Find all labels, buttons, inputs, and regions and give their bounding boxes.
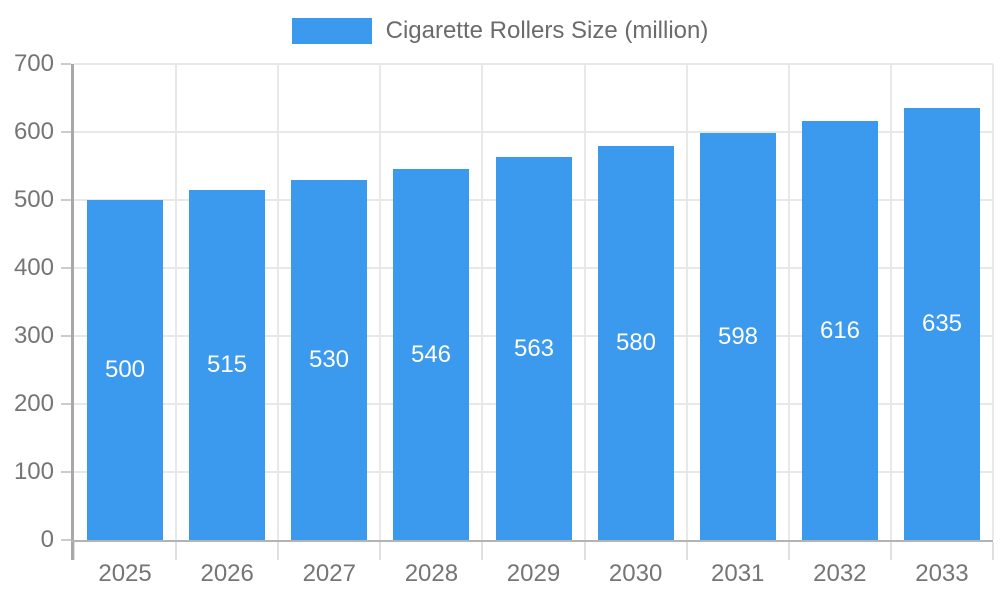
bar-2025[interactable]	[87, 200, 163, 540]
y-tick-label: 100	[13, 458, 54, 485]
bar-2031[interactable]	[700, 133, 776, 540]
x-axis-tick	[890, 542, 892, 560]
y-tick-label: 0	[40, 526, 54, 553]
y-axis-tick	[61, 403, 71, 405]
y-axis-tick	[61, 63, 71, 65]
bar-2029[interactable]	[496, 157, 572, 540]
x-axis-tick	[584, 542, 586, 560]
y-tick-label: 300	[13, 322, 54, 349]
v-gridline	[890, 64, 892, 540]
x-axis-tick	[73, 542, 75, 560]
y-tick-label: 500	[13, 186, 54, 213]
x-tick-label-2033: 2033	[915, 560, 969, 587]
v-gridline	[584, 64, 586, 540]
x-tick-label-2029: 2029	[506, 560, 561, 587]
y-tick-label: 600	[13, 118, 54, 145]
x-tick-label-2030: 2030	[608, 560, 663, 587]
y-tick-label: 200	[13, 390, 54, 417]
x-tick-label-2027: 2027	[302, 560, 356, 587]
bar-2027[interactable]	[291, 180, 367, 540]
x-axis-tick	[686, 542, 688, 560]
x-tick-label-2025: 2025	[98, 560, 152, 587]
x-axis-tick	[481, 542, 483, 560]
y-tick-label: 700	[13, 50, 54, 77]
x-axis-tick	[175, 542, 177, 560]
v-gridline	[277, 64, 279, 540]
x-tick-label-2032: 2032	[813, 560, 867, 587]
v-gridline	[175, 64, 177, 540]
bar-2033[interactable]	[904, 108, 980, 540]
y-axis-tick	[61, 539, 71, 541]
legend[interactable]: Cigarette Rollers Size (million)	[0, 17, 1000, 45]
v-gridline	[992, 64, 994, 540]
v-gridline	[788, 64, 790, 540]
legend-swatch	[291, 18, 372, 44]
bar-value-label-2027: 530	[308, 346, 350, 373]
x-axis-tick	[379, 542, 381, 560]
h-gridline	[74, 131, 993, 133]
bar-value-label-2025: 500	[104, 356, 146, 383]
v-gridline	[379, 64, 381, 540]
v-gridline	[686, 64, 688, 540]
bar-2028[interactable]	[393, 169, 469, 540]
h-gridline	[74, 63, 993, 65]
bar-value-label-2031: 598	[717, 323, 759, 350]
v-gridline	[481, 64, 483, 540]
x-axis-tick	[788, 542, 790, 560]
y-axis-tick	[61, 335, 71, 337]
x-axis-line	[71, 540, 993, 542]
bar-2032[interactable]	[802, 121, 878, 540]
x-tick-label-2031: 2031	[711, 560, 765, 587]
legend-label: Cigarette Rollers Size (million)	[385, 17, 709, 44]
bar-value-label-2033: 635	[921, 310, 963, 337]
bar-value-label-2030: 580	[615, 329, 657, 356]
y-axis-line	[71, 64, 74, 560]
x-tick-label-2026: 2026	[200, 560, 254, 587]
bar-value-label-2032: 616	[819, 317, 861, 344]
bar-value-label-2026: 515	[206, 351, 248, 378]
bar-value-label-2029: 563	[513, 335, 555, 362]
x-axis-tick	[992, 542, 994, 560]
y-tick-label: 400	[13, 254, 54, 281]
x-axis-tick	[277, 542, 279, 560]
y-axis-tick	[61, 471, 71, 473]
bar-2030[interactable]	[598, 146, 674, 540]
y-axis-tick	[61, 267, 71, 269]
y-axis-tick	[61, 199, 71, 201]
x-tick-label-2028: 2028	[404, 560, 459, 587]
y-axis-tick	[61, 131, 71, 133]
bar-2026[interactable]	[189, 190, 265, 540]
bar-value-label-2028: 546	[410, 341, 452, 368]
